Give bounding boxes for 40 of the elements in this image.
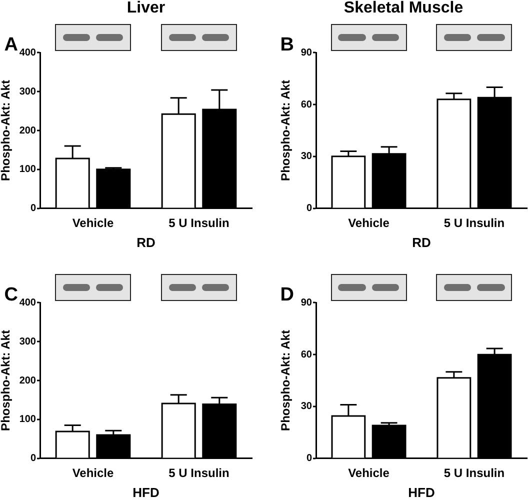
- y-tick-label: 0: [306, 203, 312, 214]
- text: A: [4, 34, 18, 56]
- y-tick-label: 400: [19, 297, 36, 308]
- x-tick-label: Vehicle: [72, 216, 114, 230]
- text: C: [4, 284, 18, 306]
- x-tick-label: 5 U Insulin: [444, 466, 505, 480]
- y-tick-label: 0: [30, 203, 36, 214]
- text: D: [280, 284, 294, 306]
- y-tick-label: 300: [19, 86, 36, 98]
- x-tick-label: Vehicle: [72, 466, 114, 480]
- y-tick-label: 60: [300, 99, 312, 110]
- x-tick-label: 5 U Insulin: [168, 216, 230, 230]
- x-tick-label: Vehicle: [348, 466, 390, 480]
- y-tick-label: 0: [30, 453, 36, 464]
- x-tick-label: 5 U Insulin: [444, 216, 505, 230]
- x-axis-title: RD: [136, 235, 156, 250]
- y-tick-label: 30: [300, 151, 312, 162]
- x-axis-title: RD: [412, 235, 431, 250]
- y-axis-title: Phospho-Akt: Akt: [0, 80, 12, 181]
- y-tick-label: 400: [19, 47, 36, 58]
- y-tick-label: 60: [300, 349, 312, 360]
- y-axis-title: Phospho-Akt: Akt: [278, 330, 292, 431]
- y-tick-label: 90: [300, 297, 312, 308]
- text: B: [280, 34, 294, 56]
- y-tick-label: 0: [306, 453, 312, 464]
- y-tick-label: 30: [300, 401, 312, 412]
- x-axis-title: HFD: [132, 485, 160, 500]
- chart-title: Liver: [126, 0, 166, 16]
- chart-title: Skeletal Muscle: [344, 0, 464, 16]
- y-tick-label: 90: [300, 47, 312, 58]
- y-axis-title: Phospho-Akt: Akt: [278, 80, 292, 181]
- y-axis-title: Phospho-Akt: Akt: [0, 330, 12, 431]
- x-tick-label: Vehicle: [348, 216, 390, 230]
- y-tick-label: 100: [19, 414, 36, 426]
- x-tick-label: 5 U Insulin: [168, 466, 230, 480]
- y-tick-label: 200: [19, 375, 36, 386]
- y-tick-label: 100: [19, 164, 36, 176]
- y-tick-label: 200: [19, 125, 36, 136]
- y-tick-label: 300: [19, 336, 36, 348]
- x-axis-title: HFD: [408, 485, 435, 500]
